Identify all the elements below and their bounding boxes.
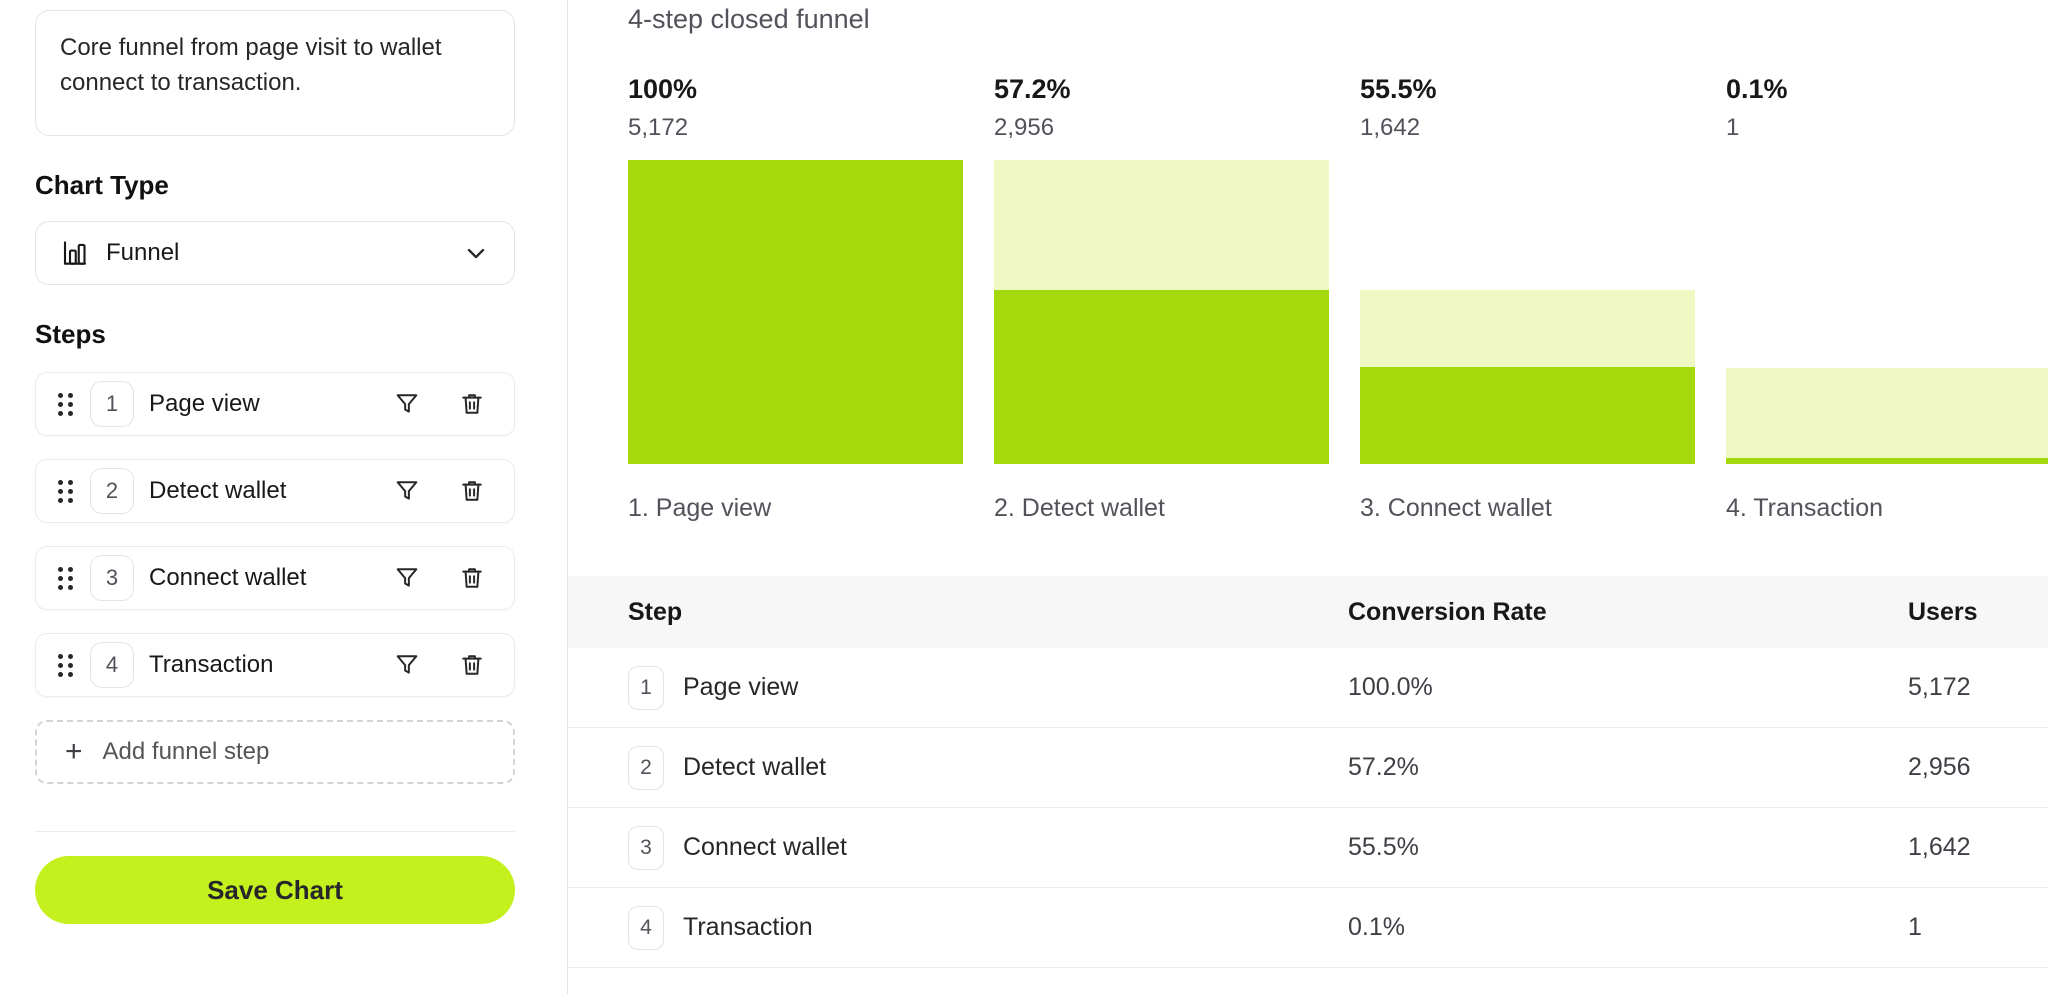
- row-step-label: Page view: [683, 673, 799, 701]
- bar-chart-icon: [60, 238, 90, 268]
- step-card-page-view[interactable]: 1 Page view: [35, 372, 515, 436]
- steps-list: 1 Page view 2 Detect wallet: [35, 372, 515, 697]
- col-header-users: Users: [1908, 597, 1978, 626]
- drag-handle-icon[interactable]: [56, 650, 75, 681]
- sidebar-divider: [35, 831, 515, 832]
- bar-remainder-segment: [1726, 368, 2048, 458]
- funnel-bar[interactable]: [1360, 160, 1695, 464]
- row-users: 1,642: [1908, 833, 1971, 861]
- delete-step-button[interactable]: [454, 473, 490, 509]
- table-row: 1 Page view 100.0% 5,172: [568, 648, 2048, 728]
- row-step-label: Connect wallet: [683, 833, 847, 861]
- step-label: Detect wallet: [149, 477, 287, 504]
- row-users: 2,956: [1908, 753, 1971, 781]
- funnel-bar[interactable]: [994, 160, 1329, 464]
- bar-converted-segment: [994, 290, 1329, 464]
- chart-type-value: Funnel: [106, 239, 180, 266]
- funnel-column-page-view: 100% 5,172 1. Page view: [628, 74, 963, 523]
- description-input[interactable]: Core funnel from page visit to wallet co…: [35, 10, 515, 136]
- bar-remainder-segment: [994, 160, 1329, 290]
- funnel-column-connect-wallet: 55.5% 1,642 3. Connect wallet: [1360, 74, 1695, 523]
- step-number-badge: 2: [90, 468, 134, 514]
- bar-converted-segment: [1360, 367, 1695, 464]
- filter-step-button[interactable]: [389, 473, 425, 509]
- bar-converted-segment: [1726, 458, 2048, 464]
- chart-type-heading: Chart Type: [35, 170, 169, 200]
- chart-title: 4-step closed funnel: [628, 4, 870, 34]
- funnel-column-transaction: 0.1% 1 4. Transaction: [1726, 74, 2048, 523]
- step-label: Transaction: [149, 651, 274, 678]
- funnel-bar-label: 2. Detect wallet: [994, 494, 1165, 522]
- users-count: 5,172: [628, 114, 689, 141]
- config-sidebar: Core funnel from page visit to wallet co…: [0, 0, 568, 994]
- row-step-number: 1: [628, 665, 664, 710]
- funnel-bar-label: 4. Transaction: [1726, 494, 1884, 522]
- drag-handle-icon[interactable]: [56, 563, 75, 594]
- row-step-number: 3: [628, 825, 664, 870]
- table-row: 2 Detect wallet 57.2% 2,956: [568, 728, 2048, 808]
- plus-icon: +: [65, 735, 83, 768]
- step-card-transaction[interactable]: 4 Transaction: [35, 633, 515, 697]
- funnel-column-detect-wallet: 57.2% 2,956 2. Detect wallet: [994, 74, 1329, 523]
- save-chart-button[interactable]: Save Chart: [35, 856, 515, 924]
- row-conversion-rate: 100.0%: [1348, 673, 1433, 701]
- chevron-down-icon: [462, 239, 490, 267]
- funnel-bar[interactable]: [1726, 160, 2048, 464]
- row-conversion-rate: 57.2%: [1348, 753, 1419, 781]
- row-step-number: 4: [628, 905, 664, 950]
- bar-converted-segment: [628, 160, 963, 464]
- step-number-badge: 1: [90, 381, 134, 427]
- step-card-connect-wallet[interactable]: 3 Connect wallet: [35, 546, 515, 610]
- add-funnel-step-button[interactable]: + Add funnel step: [35, 720, 515, 784]
- bar-remainder-segment: [1360, 290, 1695, 367]
- row-step-label: Transaction: [683, 913, 813, 941]
- conversion-pct: 100%: [628, 74, 698, 104]
- row-users: 5,172: [1908, 673, 1971, 701]
- conversion-pct: 55.5%: [1360, 74, 1437, 104]
- table-row: 4 Transaction 0.1% 1: [568, 888, 2048, 968]
- row-users: 1: [1908, 913, 1922, 941]
- table-header-row: Step Conversion Rate Users: [568, 576, 2048, 648]
- row-step-label: Detect wallet: [683, 753, 827, 781]
- table-row: 3 Connect wallet 55.5% 1,642: [568, 808, 2048, 888]
- conversion-pct: 0.1%: [1726, 74, 1788, 104]
- users-count: 1,642: [1360, 114, 1421, 141]
- delete-step-button[interactable]: [454, 647, 490, 683]
- step-card-detect-wallet[interactable]: 2 Detect wallet: [35, 459, 515, 523]
- delete-step-button[interactable]: [454, 560, 490, 596]
- funnel-bar-label: 3. Connect wallet: [1360, 494, 1552, 522]
- steps-heading: Steps: [35, 319, 106, 349]
- funnel-chart: 100% 5,172 1. Page view 57.2% 2,956: [628, 74, 2048, 523]
- delete-step-button[interactable]: [454, 386, 490, 422]
- chart-preview-panel: 4-step closed funnel 100% 5,172 1. Page …: [568, 0, 2048, 994]
- row-conversion-rate: 0.1%: [1348, 913, 1405, 941]
- funnel-steps-table: Step Conversion Rate Users 1 Page view 1…: [568, 576, 2048, 968]
- row-conversion-rate: 55.5%: [1348, 833, 1419, 861]
- col-header-step: Step: [628, 597, 683, 626]
- drag-handle-icon[interactable]: [56, 476, 75, 507]
- add-funnel-step-label: Add funnel step: [102, 738, 270, 765]
- col-header-conversion-rate: Conversion Rate: [1348, 597, 1547, 626]
- users-count: 2,956: [994, 114, 1055, 141]
- drag-handle-icon[interactable]: [56, 389, 75, 420]
- funnel-bar[interactable]: [628, 160, 963, 464]
- step-number-badge: 3: [90, 555, 134, 601]
- row-step-number: 2: [628, 745, 664, 790]
- users-count: 1: [1726, 114, 1740, 141]
- filter-step-button[interactable]: [389, 386, 425, 422]
- conversion-pct: 57.2%: [994, 74, 1071, 104]
- funnel-bar-label: 1. Page view: [628, 494, 772, 522]
- step-label: Connect wallet: [149, 564, 307, 591]
- step-number-badge: 4: [90, 642, 134, 688]
- filter-step-button[interactable]: [389, 647, 425, 683]
- step-label: Page view: [149, 390, 260, 417]
- filter-step-button[interactable]: [389, 560, 425, 596]
- chart-type-select[interactable]: Funnel: [35, 221, 515, 285]
